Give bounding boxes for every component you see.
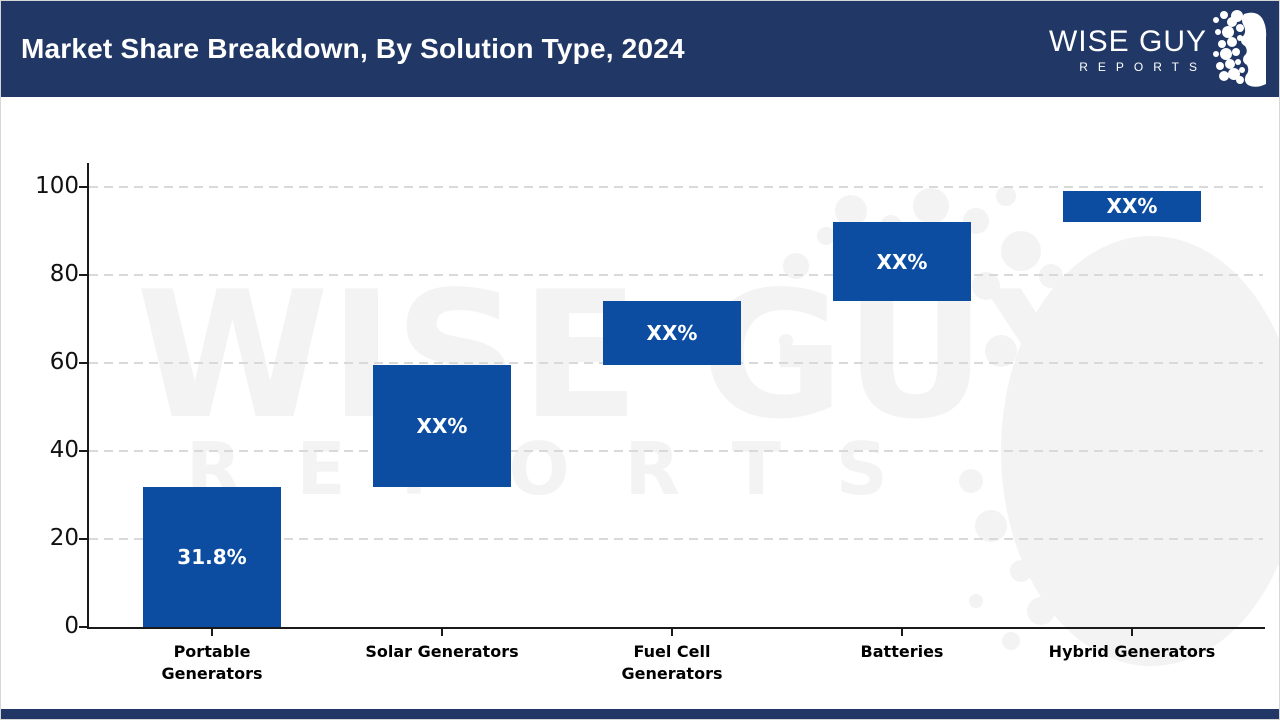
bar-segment: XX% — [833, 222, 971, 302]
grid-line — [89, 186, 1263, 188]
page-title: Market Share Breakdown, By Solution Type… — [21, 33, 685, 64]
y-tick-label: 40 — [49, 437, 79, 463]
logo-face-icon — [1213, 10, 1267, 87]
y-tick-mark — [79, 186, 87, 188]
bar-value-label: 31.8% — [177, 545, 247, 570]
bar-segment: XX% — [603, 301, 741, 365]
y-tick-mark — [79, 450, 87, 452]
header: Market Share Breakdown, By Solution Type… — [1, 1, 1279, 97]
bar-value-label: XX% — [646, 321, 698, 346]
x-category-label: Fuel Cell Generators — [621, 642, 723, 683]
x-category-label: Solar Generators — [365, 642, 519, 661]
wise-guy-logo: WISE GUY REPORTS — [1049, 9, 1269, 89]
grid-line — [89, 538, 1263, 540]
x-tick-mark — [211, 629, 213, 636]
y-tick-label: 0 — [64, 613, 79, 639]
y-tick-label: 80 — [49, 261, 79, 287]
logo-text: WISE GUY REPORTS — [1049, 25, 1207, 74]
x-tick-mark — [441, 629, 443, 636]
x-tick-mark — [901, 629, 903, 636]
bar-segment: XX% — [1063, 190, 1201, 223]
footer-bar — [1, 709, 1279, 719]
bar-value-label: XX% — [416, 413, 468, 438]
bar-segment: XX% — [373, 364, 511, 488]
x-category-label: Portable Generators — [161, 642, 263, 683]
y-tick-label: 20 — [49, 525, 79, 551]
y-tick-label: 60 — [49, 349, 79, 375]
bar-value-label: XX% — [876, 249, 928, 274]
y-tick-label: 100 — [35, 173, 79, 199]
logo-wordmark: WISE GUY — [1048, 24, 1207, 58]
watermark-subtitle: REPORTS — [186, 427, 943, 511]
logo-subtitle: REPORTS — [1079, 59, 1207, 74]
y-tick-mark — [79, 626, 87, 628]
x-category-label: Hybrid Generators — [1048, 642, 1216, 661]
grid-line — [89, 450, 1263, 452]
grid-line — [89, 274, 1263, 276]
y-axis-line — [87, 163, 89, 628]
x-tick-mark — [1131, 629, 1133, 636]
x-axis-line — [87, 627, 1265, 629]
x-tick-mark — [671, 629, 673, 636]
bar-segment: 31.8% — [143, 487, 281, 627]
x-category-label: Batteries — [860, 642, 944, 661]
y-tick-mark — [79, 362, 87, 364]
y-tick-mark — [79, 274, 87, 276]
bar-value-label: XX% — [1106, 194, 1158, 219]
y-tick-mark — [79, 538, 87, 540]
